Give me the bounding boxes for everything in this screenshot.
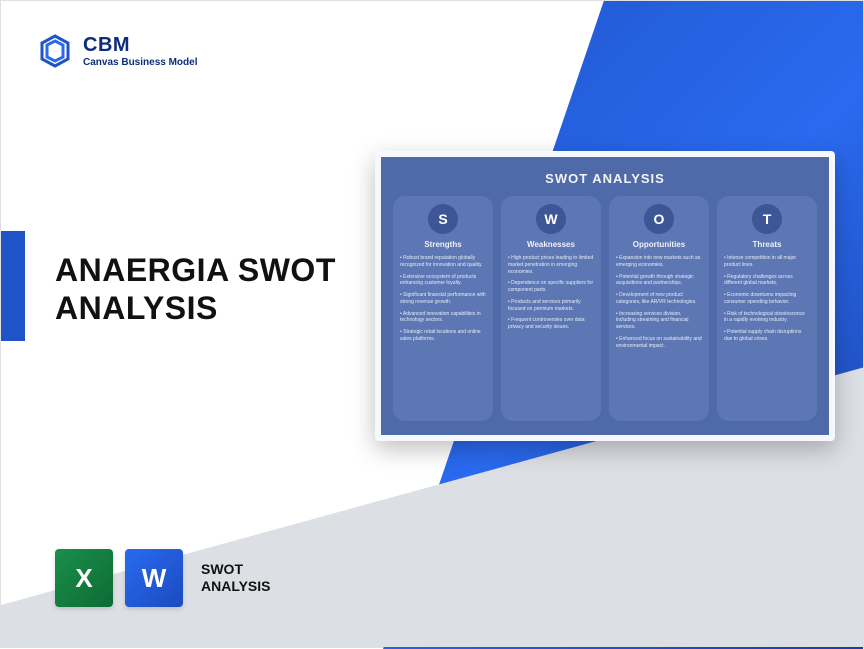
list-item: Economic downturns impacting consumer sp… — [724, 292, 810, 306]
word-letter: W — [142, 563, 167, 594]
page-title: ANAERGIA SWOT ANALYSIS — [55, 251, 395, 328]
swot-col-threats: T Threats Intense competition in all maj… — [717, 196, 817, 421]
list-item: High product prices leading to limited m… — [508, 255, 594, 275]
list-item: Expansion into new markets such as emerg… — [616, 255, 702, 269]
swot-items-weaknesses: High product prices leading to limited m… — [508, 255, 594, 336]
bottom-label-line1: SWOT — [201, 561, 271, 578]
swot-items-threats: Intense competition in all major product… — [724, 255, 810, 348]
list-item: Increasing services division, including … — [616, 311, 702, 331]
word-icon: W — [125, 549, 183, 607]
swot-col-opportunities: O Opportunities Expansion into new marke… — [609, 196, 709, 421]
logo-full: Canvas Business Model — [83, 57, 197, 68]
left-accent-bar — [1, 231, 25, 341]
swot-letter-o: O — [644, 204, 674, 234]
logo-text: CBM Canvas Business Model — [83, 34, 197, 68]
logo-block: CBM Canvas Business Model — [37, 33, 197, 69]
bottom-icons: X W SWOT ANALYSIS — [55, 549, 271, 607]
swot-items-opportunities: Expansion into new markets such as emerg… — [616, 255, 702, 354]
swot-card-title: SWOT ANALYSIS — [393, 171, 817, 186]
hexagon-logo-icon — [37, 33, 73, 69]
swot-columns: S Strengths Robust brand reputation glob… — [393, 196, 817, 421]
swot-head-weaknesses: Weaknesses — [527, 240, 575, 249]
list-item: Development of new product categories, l… — [616, 292, 702, 306]
list-item: Products and services primarily focused … — [508, 299, 594, 313]
excel-icon: X — [55, 549, 113, 607]
swot-letter-s: S — [428, 204, 458, 234]
list-item: Potential supply chain disruptions due t… — [724, 329, 810, 343]
list-item: Robust brand reputation globally recogni… — [400, 255, 486, 269]
swot-card: SWOT ANALYSIS S Strengths Robust brand r… — [375, 151, 835, 441]
list-item: Significant financial performance with s… — [400, 292, 486, 306]
list-item: Frequent controversies over data privacy… — [508, 317, 594, 331]
list-item: Dependence on specific suppliers for com… — [508, 280, 594, 294]
list-item: Risk of technological obsolescence in a … — [724, 311, 810, 325]
logo-abbr: CBM — [83, 34, 197, 57]
list-item: Extensive ecosystem of products enhancin… — [400, 274, 486, 288]
swot-col-weaknesses: W Weaknesses High product prices leading… — [501, 196, 601, 421]
list-item: Potential growth through strategic acqui… — [616, 274, 702, 288]
swot-col-strengths: S Strengths Robust brand reputation glob… — [393, 196, 493, 421]
list-item: Advanced innovation capabilities in tech… — [400, 311, 486, 325]
list-item: Intense competition in all major product… — [724, 255, 810, 269]
bottom-label-line2: ANALYSIS — [201, 578, 271, 595]
swot-head-opportunities: Opportunities — [633, 240, 685, 249]
swot-head-strengths: Strengths — [424, 240, 461, 249]
list-item: Regulatory challenges across different g… — [724, 274, 810, 288]
swot-head-threats: Threats — [753, 240, 782, 249]
swot-items-strengths: Robust brand reputation globally recogni… — [400, 255, 486, 348]
list-item: Enhanced focus on sustainability and env… — [616, 336, 702, 350]
list-item: Strategic retail locations and online sa… — [400, 329, 486, 343]
swot-letter-t: T — [752, 204, 782, 234]
bottom-label: SWOT ANALYSIS — [201, 561, 271, 595]
excel-letter: X — [75, 563, 92, 594]
swot-letter-w: W — [536, 204, 566, 234]
